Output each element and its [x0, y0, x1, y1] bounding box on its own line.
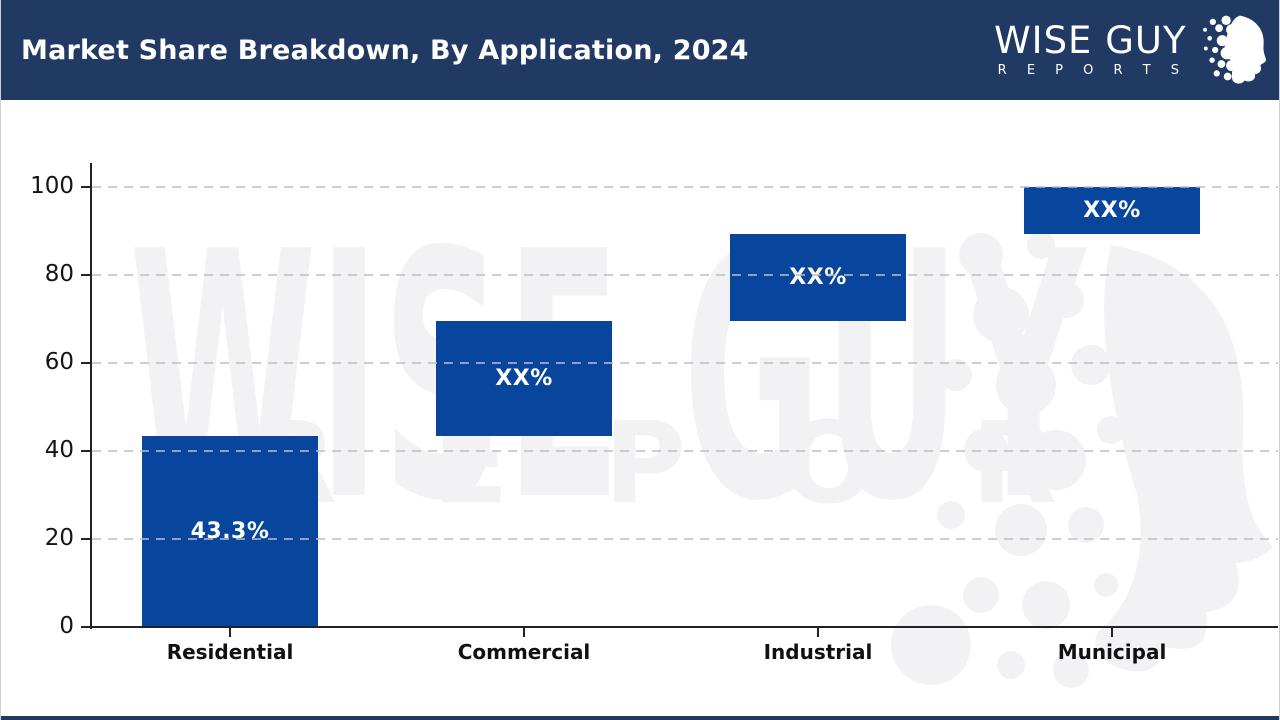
- header-bar: Market Share Breakdown, By Application, …: [1, 0, 1279, 100]
- bar-value-label: 43.3%: [190, 519, 270, 545]
- x-tick-residential: [229, 628, 231, 637]
- gridline-80: [92, 274, 1278, 276]
- gridline-20: [92, 538, 1278, 540]
- y-tick-label-60: 60: [44, 349, 74, 375]
- bar-municipal: XX%: [1024, 187, 1200, 235]
- y-tick-100: [81, 186, 90, 188]
- x-tick-commercial: [523, 628, 525, 637]
- gridline-40: [92, 450, 1278, 452]
- y-tick-0: [81, 626, 90, 628]
- brand-logo: WISE GUY R E P O R T S: [994, 8, 1269, 92]
- brand-subname: R E P O R T S: [997, 63, 1187, 78]
- x-label-residential: Residential: [166, 640, 294, 664]
- bar-value-label: XX%: [1083, 198, 1141, 224]
- y-tick-80: [81, 274, 90, 276]
- y-tick-40: [81, 450, 90, 452]
- gridline-60: [92, 362, 1278, 364]
- x-axis-spine: [90, 626, 1278, 628]
- y-tick-20: [81, 538, 90, 540]
- y-tick-60: [81, 362, 90, 364]
- brand-name: WISE GUY: [994, 19, 1187, 62]
- x-label-industrial: Industrial: [763, 640, 873, 664]
- bar-residential: 43.3%: [142, 436, 318, 627]
- bar-commercial: XX%: [436, 321, 612, 437]
- page-title: Market Share Breakdown, By Application, …: [21, 34, 749, 66]
- bar-value-label: XX%: [495, 366, 553, 392]
- x-tick-municipal: [1111, 628, 1113, 637]
- x-label-municipal: Municipal: [1057, 640, 1167, 664]
- x-tick-industrial: [817, 628, 819, 637]
- y-axis-spine: [90, 163, 92, 629]
- bar-value-label: XX%: [789, 265, 847, 291]
- x-label-commercial: Commercial: [457, 640, 591, 664]
- y-tick-label-0: 0: [59, 613, 74, 639]
- brand-logo-text: WISE GUY R E P O R T S: [994, 22, 1187, 78]
- y-tick-label-80: 80: [44, 261, 74, 287]
- wise-guy-face-icon: [1203, 15, 1266, 84]
- y-tick-label-100: 100: [30, 173, 74, 199]
- gridline-100: [92, 186, 1278, 188]
- watermark-face-icon: [891, 231, 1273, 688]
- bar-industrial: XX%: [730, 234, 906, 322]
- y-tick-label-40: 40: [44, 437, 74, 463]
- footer-strip: [1, 716, 1279, 720]
- y-tick-label-20: 20: [44, 525, 74, 551]
